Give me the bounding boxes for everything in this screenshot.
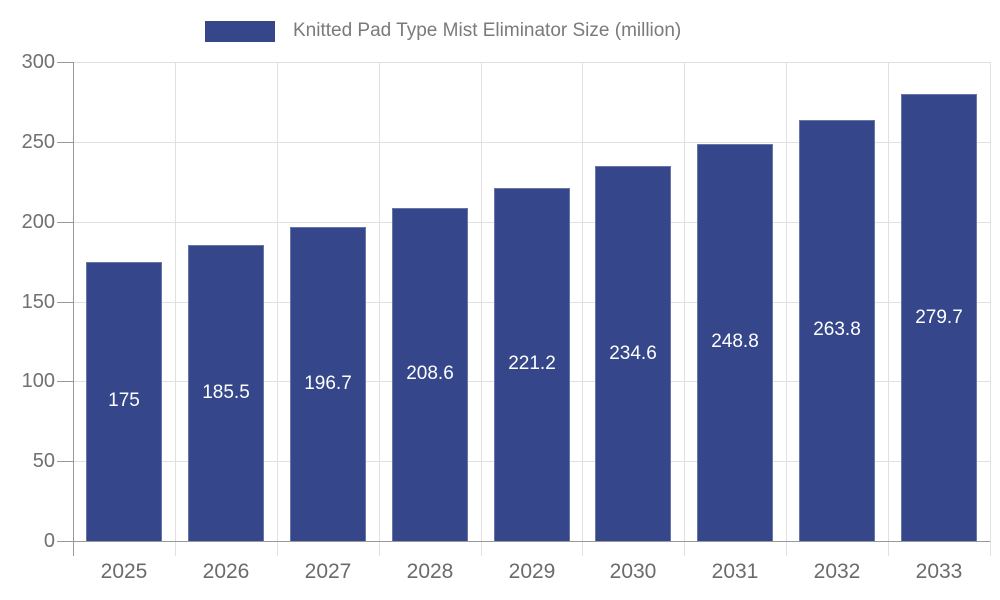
x-tick-label-2029: 2029: [508, 560, 556, 583]
x-axis-line: [73, 541, 990, 542]
x-tick-label-2025: 2025: [100, 560, 148, 583]
gridline-horizontal: [73, 62, 990, 63]
bar-2032: [799, 120, 875, 541]
bar-2030: [595, 166, 671, 541]
x-tick-label-2030: 2030: [609, 560, 657, 583]
y-tick-label: 100: [21, 370, 55, 392]
gridline-vertical: [888, 62, 889, 556]
x-tick-label-2026: 2026: [202, 560, 250, 583]
y-axis-tick: [57, 222, 73, 223]
x-tick-label-2027: 2027: [304, 560, 352, 583]
y-tick-label: 250: [21, 131, 55, 153]
y-axis-tick: [57, 62, 73, 63]
bar-2025: [86, 262, 162, 541]
bar-2031: [697, 144, 773, 541]
y-tick-label: 50: [32, 450, 55, 472]
y-tick-label: 200: [21, 211, 55, 233]
y-tick-label: 0: [43, 530, 55, 552]
gridline-horizontal: [73, 142, 990, 143]
bar-2029: [494, 188, 570, 541]
x-tick-label-2028: 2028: [406, 560, 454, 583]
gridline-vertical: [684, 62, 685, 556]
bar-2033: [901, 94, 977, 541]
x-tick-label-2032: 2032: [813, 560, 861, 583]
gridline-vertical: [277, 62, 278, 556]
y-axis-tick: [57, 461, 73, 462]
y-axis-line: [73, 62, 74, 556]
y-axis-tick: [57, 381, 73, 382]
bar-2027: [290, 227, 366, 541]
legend-label[interactable]: Knitted Pad Type Mist Eliminator Size (m…: [293, 20, 682, 41]
gridline-vertical: [379, 62, 380, 556]
legend-swatch[interactable]: [205, 20, 275, 42]
bar-2028: [392, 208, 468, 541]
gridline-vertical: [582, 62, 583, 556]
y-axis-tick: [57, 302, 73, 303]
gridline-vertical: [481, 62, 482, 556]
legend[interactable]: Knitted Pad Type Mist Eliminator Size (m…: [205, 20, 681, 42]
gridline-vertical: [175, 62, 176, 556]
y-axis-tick: [57, 142, 73, 143]
x-tick-label-2033: 2033: [915, 560, 963, 583]
y-axis-tick: [57, 541, 73, 542]
bar-2026: [188, 245, 264, 541]
y-tick-label: 300: [21, 51, 55, 73]
y-tick-label: 150: [21, 291, 55, 313]
gridline-vertical: [990, 62, 991, 556]
x-tick-label-2031: 2031: [711, 560, 759, 583]
gridline-vertical: [786, 62, 787, 556]
